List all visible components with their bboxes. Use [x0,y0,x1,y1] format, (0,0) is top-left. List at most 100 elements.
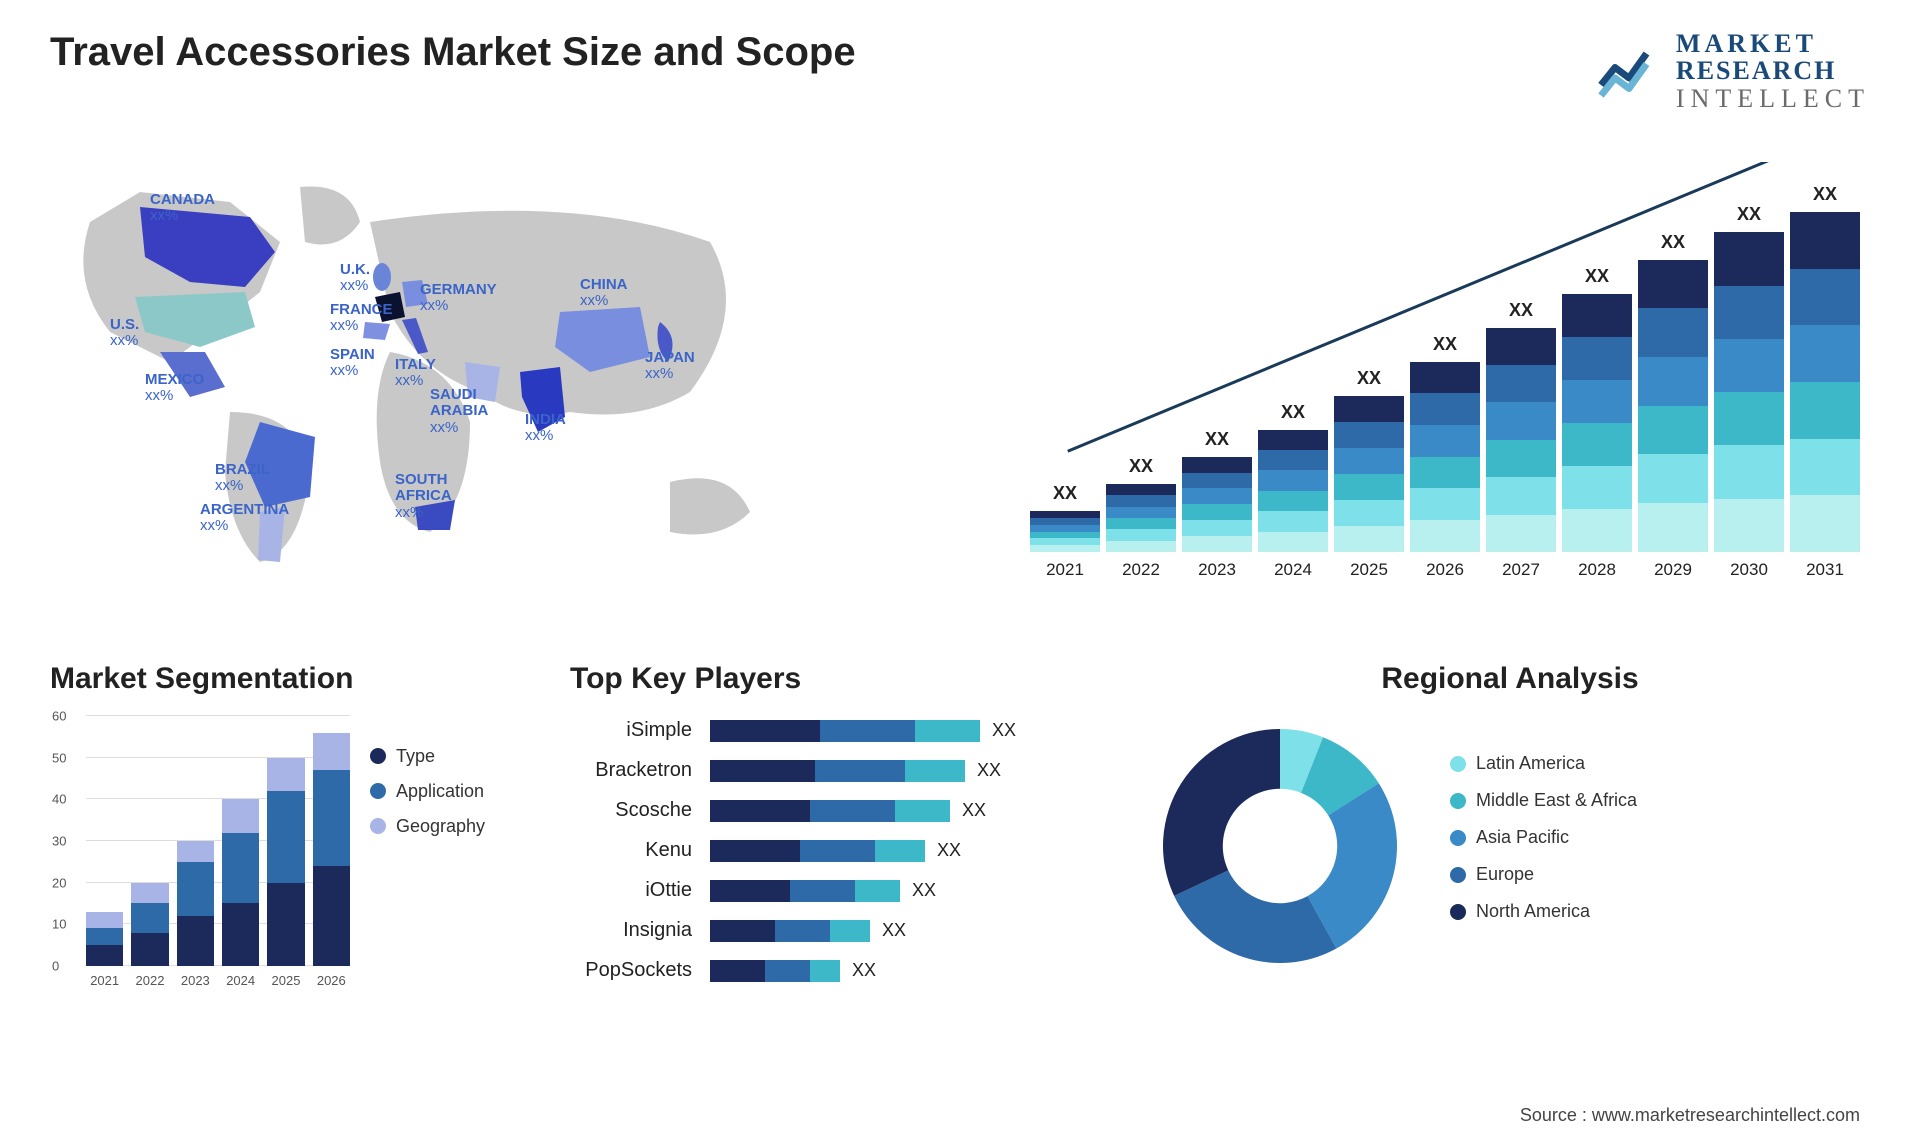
growth-bar-segment [1486,365,1556,402]
growth-bar-segment [1106,541,1176,552]
player-value: XX [962,800,986,821]
player-name: iOttie [570,879,710,902]
brand-logo: MARKET RESEARCH INTELLECT [1594,30,1870,112]
players-section: Top Key Players iSimpleXXBracketronXXSco… [570,652,1130,996]
player-bar-segment [775,920,830,942]
player-value: XX [852,960,876,981]
donut-slice [1163,729,1280,896]
segmentation-chart: 0102030405060 202120222023202420252026 T… [50,716,550,996]
player-value: XX [977,760,1001,781]
regional-title: Regional Analysis [1150,662,1870,696]
growth-bar-segment [1410,457,1480,489]
growth-bar: XX2031 [1790,212,1860,552]
growth-bar-segment [1638,260,1708,309]
growth-bar-segment [1486,477,1556,514]
seg-x-label: 2025 [267,973,304,988]
logo-line1: MARKET [1676,30,1870,57]
player-bar-segment [710,720,820,742]
growth-bar-segment [1638,308,1708,357]
player-bar-segment [800,840,875,862]
map-country-label: FRANCExx% [330,302,393,335]
growth-bar-value: XX [1258,402,1328,423]
growth-bar-segment [1714,286,1784,339]
player-bar-segment [915,720,980,742]
growth-bar-segment [1790,269,1860,326]
map-country-label: MEXICOxx% [145,372,204,405]
map-country-label: U.K.xx% [340,262,370,295]
regional-section: Regional Analysis Latin AmericaMiddle Ea… [1150,652,1870,996]
growth-bar-segment [1714,392,1784,445]
growth-bar-segment [1638,406,1708,455]
growth-bar-segment [1334,448,1404,474]
growth-bar-segment [1790,439,1860,496]
seg-bar: 2021 [86,912,123,966]
legend-dot-icon [1450,830,1466,846]
seg-bar-segment [131,933,168,966]
player-row: iSimple XX [570,716,1130,746]
growth-bar-segment [1334,474,1404,500]
growth-bar-segment [1562,466,1632,509]
player-bar-segment [710,800,810,822]
player-row: iOttieXX [570,876,1130,906]
growth-bar-segment [1790,325,1860,382]
player-bar-segment [810,800,895,822]
legend-dot-icon [1450,867,1466,883]
seg-bar-segment [86,945,123,966]
legend-item: Application [370,781,550,802]
player-bar [710,960,840,982]
growth-bar-year: 2031 [1790,560,1860,580]
growth-bar-year: 2027 [1486,560,1556,580]
growth-bar: XX2025 [1334,396,1404,552]
legend-dot-icon [1450,756,1466,772]
player-bar-segment [710,840,800,862]
growth-bar-segment [1790,495,1860,552]
player-name: iSimple [570,719,710,742]
seg-bar: 2025 [267,758,304,966]
legend-dot-icon [370,818,386,834]
map-country-label: BRAZILxx% [215,462,270,495]
segmentation-section: Market Segmentation 0102030405060 202120… [50,652,550,996]
growth-bar-segment [1106,529,1176,540]
player-bar-segment [790,880,855,902]
growth-bar-segment [1410,488,1480,520]
growth-bar-segment [1182,488,1252,504]
seg-bar-segment [177,862,214,916]
legend-dot-icon [1450,904,1466,920]
legend-dot-icon [1450,793,1466,809]
growth-bar-segment [1030,545,1100,552]
seg-bar: 2024 [222,799,259,966]
source-attribution: Source : www.marketresearchintellect.com [1520,1105,1860,1126]
growth-bar-value: XX [1030,483,1100,504]
legend-label: Application [396,781,484,802]
seg-bar-segment [313,733,350,771]
growth-bar-value: XX [1410,334,1480,355]
player-name: Kenu [570,839,710,862]
legend-label: Middle East & Africa [1476,790,1637,811]
regional-donut-chart [1150,716,1410,976]
player-bar [710,920,870,942]
growth-bar-segment [1182,473,1252,489]
player-value: XX [992,720,1016,741]
growth-bar-value: XX [1106,456,1176,477]
legend-label: North America [1476,901,1590,922]
growth-bar-segment [1562,337,1632,380]
segmentation-legend: TypeApplicationGeography [370,746,550,851]
legend-item: Type [370,746,550,767]
growth-bar: XX2029 [1638,260,1708,552]
seg-bar-segment [313,866,350,966]
player-name: Bracketron [570,759,710,782]
growth-bar-segment [1106,495,1176,506]
growth-bar: XX2030 [1714,232,1784,552]
map-country-label: INDIAxx% [525,412,566,445]
legend-label: Type [396,746,435,767]
growth-bar-segment [1334,526,1404,552]
legend-item: Asia Pacific [1450,827,1637,848]
growth-bar-segment [1410,520,1480,552]
growth-bar: XX2028 [1562,294,1632,552]
growth-bar-segment [1562,294,1632,337]
player-row: InsigniaXX [570,916,1130,946]
growth-bar-segment [1410,393,1480,425]
growth-bar-segment [1638,454,1708,503]
logo-line2: RESEARCH [1676,57,1870,84]
growth-bar-year: 2025 [1334,560,1404,580]
